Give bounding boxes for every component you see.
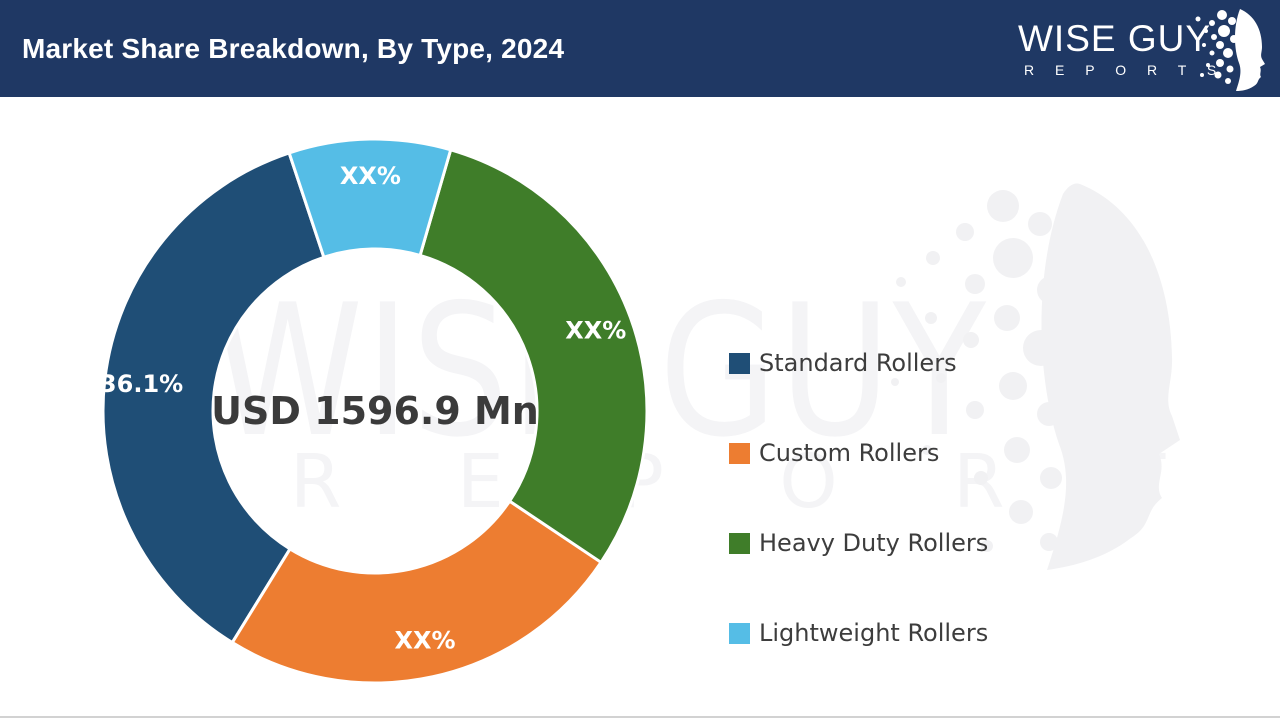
segment-value-label: XX% (565, 317, 626, 345)
donut-segment-custom-rollers (230, 499, 603, 685)
legend-swatch-icon (729, 443, 750, 464)
donut-chart: 36.1% XX% XX% XX% USD 1596.9 Mn (0, 97, 760, 718)
legend-label: Lightweight Rollers (759, 619, 989, 647)
legend-swatch-icon (729, 623, 750, 644)
segment-value-label: XX% (394, 627, 455, 655)
donut-segment-lightweight-rollers (287, 137, 453, 259)
legend-swatch-icon (729, 533, 750, 554)
segment-value-label: XX% (340, 162, 401, 190)
bottom-divider (0, 716, 1280, 718)
watermark-face-icon (891, 183, 1180, 570)
wiseguy-logo-graphic: WISE GUY R E P O R T S (1018, 9, 1265, 91)
page-title: Market Share Breakdown, By Type, 2024 (22, 32, 565, 64)
legend-item-custom-rollers: Custom Rollers (729, 439, 988, 468)
legend-label: Custom Rollers (759, 439, 940, 467)
donut-chart-svg: 36.1% XX% XX% XX% USD 1596.9 Mn (100, 137, 649, 685)
legend-item-standard-rollers: Standard Rollers (729, 349, 988, 378)
donut-segment-heavy-duty-rollers (418, 148, 649, 564)
segment-value-label: 36.1% (100, 370, 183, 398)
chart-legend: Standard Rollers Custom Rollers Heavy Du… (729, 349, 988, 648)
wiseguy-logo: WISE GUY R E P O R T S (1016, 5, 1266, 93)
logo-subtitle: R E P O R T S (1024, 62, 1225, 78)
legend-label: Standard Rollers (759, 349, 957, 377)
logo-face-icon (1195, 9, 1265, 91)
chart-area: WISE GUY R E P O R T S 36.1% XX% XX% XX% U (0, 97, 1280, 718)
legend-swatch-icon (729, 353, 750, 374)
header-bar: Market Share Breakdown, By Type, 2024 WI… (0, 0, 1280, 97)
logo-wordmark: WISE GUY (1018, 18, 1211, 59)
donut-segment-standard-rollers (101, 151, 326, 645)
donut-center-value: USD 1596.9 Mn (211, 389, 539, 433)
legend-label: Heavy Duty Rollers (759, 529, 989, 557)
legend-item-heavy-duty-rollers: Heavy Duty Rollers (729, 529, 988, 558)
legend-item-lightweight-rollers: Lightweight Rollers (729, 619, 988, 648)
